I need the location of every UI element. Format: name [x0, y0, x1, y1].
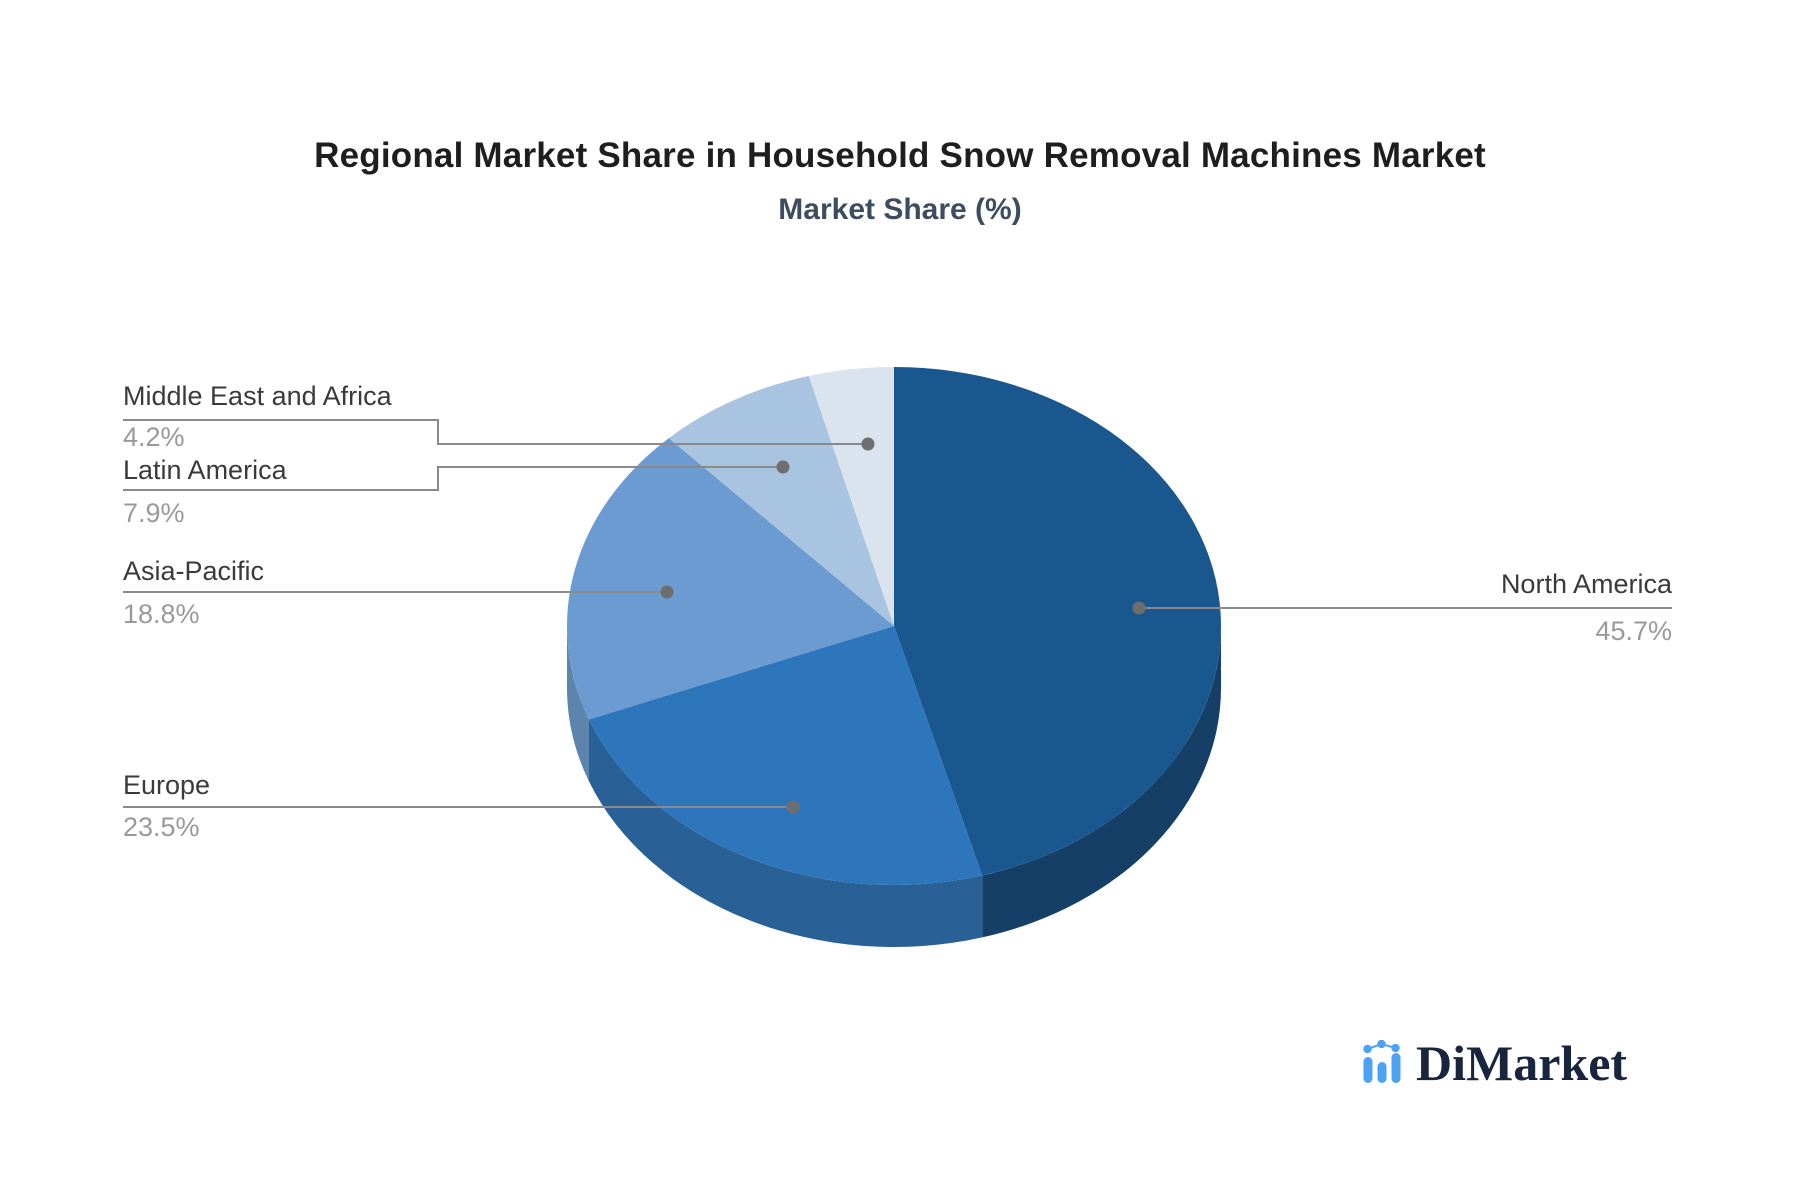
pie-slice-europe[interactable]: [588, 626, 983, 886]
pie-rim-asia-pacific: [567, 626, 589, 782]
segment-value-europe: 23.5%: [123, 812, 200, 842]
segment-value-latin-america: 7.9%: [123, 498, 185, 528]
segment-label-middle-east-and-africa: Middle East and Africa: [123, 381, 392, 411]
brand-logo: DiMarket: [1362, 1028, 1692, 1098]
pie-rim-north-america: [982, 626, 1221, 938]
pie-slices: [567, 367, 1222, 886]
connector-dot-middle-east-and-africa: [861, 437, 875, 451]
connector-dot-europe: [786, 800, 800, 814]
segment-label-north-america: North America: [1500, 569, 1672, 599]
pie-3d-rim: [567, 626, 1221, 948]
pie-rim-europe: [588, 719, 983, 948]
label-connectors: [123, 419, 1672, 814]
pie-slice-asia-pacific[interactable]: [567, 438, 894, 720]
logo-bar-chart-icon: [1363, 1040, 1401, 1083]
chart-title: Regional Market Share in Household Snow …: [314, 136, 1486, 175]
segment-value-asia-pacific: 18.8%: [123, 599, 200, 629]
connector-latin-america: [123, 466, 783, 491]
connector-dot-north-america: [1132, 601, 1146, 615]
pie-slice-middle-east-and-africa[interactable]: [808, 367, 894, 626]
logo-text: DiMarket: [1416, 1035, 1628, 1091]
segment-label-latin-america: Latin America: [123, 455, 287, 485]
connector-dot-asia-pacific: [660, 585, 674, 599]
connector-dot-latin-america: [776, 460, 790, 474]
segment-value-north-america: 45.7%: [1595, 616, 1672, 646]
segment-value-middle-east-and-africa: 4.2%: [123, 422, 185, 452]
segment-label-europe: Europe: [123, 770, 211, 800]
pie-slice-north-america[interactable]: [894, 367, 1222, 876]
pie-slice-latin-america[interactable]: [668, 375, 894, 626]
chart-subtitle: Market Share (%): [778, 193, 1022, 226]
connector-middle-east-and-africa: [123, 419, 868, 445]
segment-label-asia-pacific: Asia-Pacific: [123, 556, 265, 586]
